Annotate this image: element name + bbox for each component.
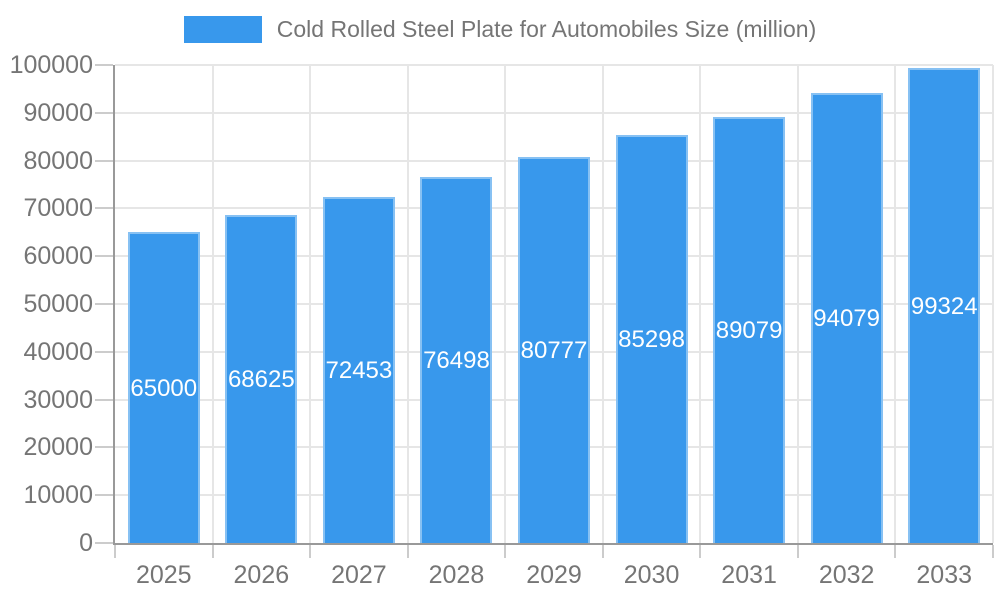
x-axis-tick [211, 545, 214, 558]
x-axis-tick [114, 545, 116, 558]
bar-value-label: 65000 [130, 374, 198, 402]
y-axis-label: 90000 [23, 98, 93, 127]
y-axis-tick [95, 111, 113, 114]
x-axis-tick [406, 545, 409, 558]
x-axis-tick [796, 545, 799, 558]
y-axis-label: 20000 [23, 433, 93, 462]
y-axis-label: 30000 [23, 385, 93, 414]
y-axis-label: 80000 [23, 146, 93, 175]
legend-swatch [183, 16, 262, 43]
y-axis-label: 100000 [9, 51, 93, 79]
y-axis-tick [95, 542, 113, 544]
bar-value-label: 94079 [813, 305, 881, 333]
x-axis-label: 2030 [623, 561, 680, 589]
y-axis-label: 50000 [23, 290, 93, 318]
v-gridline [894, 65, 897, 543]
y-axis-tick [95, 159, 113, 162]
bar-2032[interactable]: 94079 [810, 93, 883, 543]
v-gridline [211, 65, 214, 543]
legend-label: Cold Rolled Steel Plate for Automobiles … [276, 16, 817, 42]
bar-2026[interactable]: 68625 [225, 214, 298, 543]
bar-value-label: 72453 [325, 356, 393, 384]
bar-value-label: 99324 [910, 292, 978, 320]
y-axis-label: 60000 [23, 242, 93, 271]
bar-2029[interactable]: 80777 [518, 156, 590, 543]
h-gridline [115, 111, 993, 114]
bar-2028[interactable]: 76498 [420, 177, 493, 543]
x-axis-tick [504, 545, 507, 558]
x-axis-line [113, 543, 993, 545]
bar-2033[interactable]: 99324 [908, 68, 981, 543]
x-axis-tick [601, 545, 604, 558]
legend[interactable]: Cold Rolled Steel Plate for Automobiles … [0, 16, 1000, 43]
y-axis-tick [95, 446, 113, 449]
bar-value-label: 80777 [520, 336, 588, 364]
x-axis-label: 2025 [135, 561, 192, 589]
x-axis-label: 2031 [721, 561, 777, 589]
y-axis-label: 40000 [23, 337, 93, 366]
v-gridline [309, 65, 312, 543]
v-gridline [601, 65, 604, 543]
v-gridline [796, 65, 799, 543]
v-gridline [504, 65, 507, 543]
y-axis-tick [95, 350, 113, 353]
x-axis-label: 2027 [331, 561, 387, 589]
bar-value-label: 89079 [715, 317, 783, 345]
bar-2030[interactable]: 85298 [615, 135, 688, 543]
y-axis-tick [95, 255, 113, 258]
x-axis-label: 2028 [428, 561, 485, 589]
y-axis-label: 0 [79, 529, 93, 557]
x-axis-label: 2026 [233, 561, 290, 589]
bar-value-label: 68625 [227, 365, 295, 393]
y-axis-tick [95, 64, 113, 66]
x-axis-label: 2032 [818, 561, 875, 589]
v-gridline [992, 65, 994, 543]
x-axis-label: 2029 [526, 561, 582, 589]
plot-area: 0 10000 20000 30000 40000 50000 60000 70000 8000… [10, 51, 994, 589]
bar-value-label: 85298 [618, 326, 685, 354]
bar-2031[interactable]: 89079 [713, 117, 786, 543]
bar-2027[interactable]: 72453 [322, 196, 395, 543]
bar-value-label: 76498 [423, 347, 490, 375]
x-axis-label: 2033 [916, 561, 973, 589]
y-axis-tick [95, 207, 113, 210]
y-axis-tick [95, 494, 113, 497]
x-axis-tick [992, 545, 994, 558]
x-axis-tick [309, 545, 312, 558]
y-axis-line [113, 65, 115, 543]
y-axis-label: 70000 [23, 194, 93, 223]
y-axis-tick [95, 303, 113, 305]
v-gridline [406, 65, 409, 543]
h-gridline [115, 64, 993, 66]
bar-2025[interactable]: 65000 [127, 232, 200, 543]
y-axis-label: 10000 [23, 481, 93, 510]
x-axis-tick [894, 545, 897, 558]
y-axis-tick [95, 398, 113, 401]
v-gridline [699, 65, 702, 543]
x-axis-tick [699, 545, 702, 558]
